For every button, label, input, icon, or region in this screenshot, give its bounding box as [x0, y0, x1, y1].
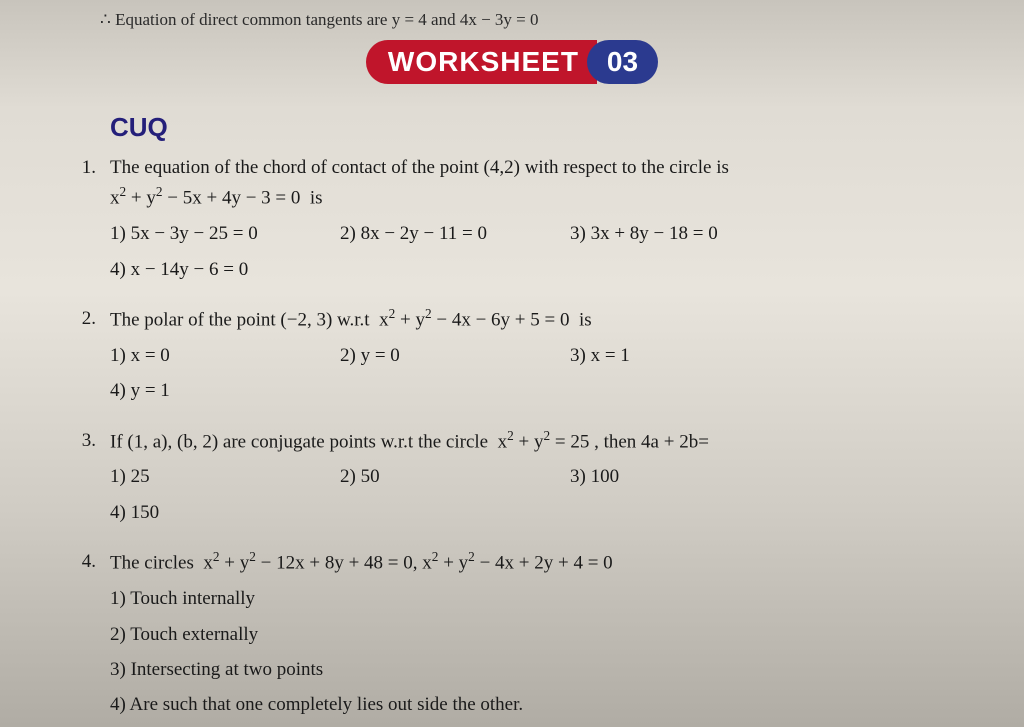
question: 2.The polar of the point (−2, 3) w.r.t x… [60, 304, 964, 412]
question-text: The polar of the point (−2, 3) w.r.t x2 … [110, 304, 964, 335]
option: 1) Touch internally [110, 584, 550, 619]
questions-list: 1.The equation of the chord of contact o… [60, 153, 964, 727]
option: 3) Intersecting at two points [110, 655, 550, 690]
question-body: The polar of the point (−2, 3) w.r.t x2 … [110, 304, 964, 412]
option: 2) Touch externally [110, 620, 550, 655]
question-number: 3. [60, 426, 110, 534]
top-equation-line: ∴ Equation of direct common tangents are… [100, 10, 964, 30]
header-row: WORKSHEET 03 [60, 40, 964, 84]
option: 3) x = 1 [570, 341, 800, 376]
option: 2) 50 [340, 462, 570, 497]
options: 1) 252) 503) 100 4) 150 [110, 462, 964, 533]
options: 1) 5x − 3y − 25 = 02) 8x − 2y − 11 = 03)… [110, 219, 964, 290]
question-text: The equation of the chord of contact of … [110, 153, 964, 213]
option: 4) Are such that one completely lies out… [110, 690, 550, 725]
question-number: 4. [60, 547, 110, 726]
worksheet-label: WORKSHEET [366, 40, 597, 84]
options: 1) x = 02) y = 03) x = 1 4) y = 1 [110, 341, 964, 412]
question-text: The circles x2 + y2 − 12x + 8y + 48 = 0,… [110, 547, 964, 578]
question-number: 2. [60, 304, 110, 412]
question-text: If (1, a), (b, 2) are conjugate points w… [110, 426, 964, 457]
option: 4) y = 1 [110, 376, 340, 411]
question: 3.If (1, a), (b, 2) are conjugate points… [60, 426, 964, 534]
question: 4.The circles x2 + y2 − 12x + 8y + 48 = … [60, 547, 964, 726]
option: 4) x − 14y − 6 = 0 [110, 255, 340, 290]
option: 3) 100 [570, 462, 800, 497]
option: 1) 25 [110, 462, 340, 497]
option: 1) x = 0 [110, 341, 340, 376]
question-body: If (1, a), (b, 2) are conjugate points w… [110, 426, 964, 534]
worksheet-page: ∴ Equation of direct common tangents are… [0, 0, 1024, 727]
worksheet-number: 03 [587, 40, 658, 84]
question-body: The equation of the chord of contact of … [110, 153, 964, 290]
question-body: The circles x2 + y2 − 12x + 8y + 48 = 0,… [110, 547, 964, 726]
question-number: 1. [60, 153, 110, 290]
option: 1) 5x − 3y − 25 = 0 [110, 219, 340, 254]
section-title: CUQ [110, 112, 964, 143]
option: 3) 3x + 8y − 18 = 0 [570, 219, 800, 254]
option: 2) 8x − 2y − 11 = 0 [340, 219, 570, 254]
options: 1) Touch internally2) Touch externally3)… [110, 584, 964, 726]
option: 2) y = 0 [340, 341, 570, 376]
question: 1.The equation of the chord of contact o… [60, 153, 964, 290]
option: 4) 150 [110, 498, 340, 533]
